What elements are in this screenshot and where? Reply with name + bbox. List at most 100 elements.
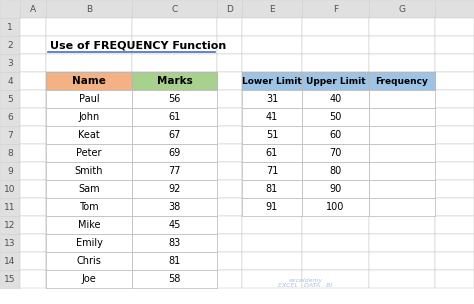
Bar (46, 216, 132, 234)
Bar (302, 144, 369, 162)
Bar (369, 180, 435, 198)
Text: 60: 60 (329, 130, 342, 140)
Bar (302, 198, 369, 216)
Bar (0, 0, 20, 18)
Bar (435, 54, 474, 72)
Text: 83: 83 (168, 238, 181, 248)
Bar (0, 144, 20, 162)
Bar (132, 90, 217, 108)
Bar (46, 198, 132, 216)
Bar (132, 198, 217, 216)
Bar (242, 180, 302, 198)
Bar (0, 180, 20, 198)
Text: 61: 61 (168, 112, 181, 122)
Bar (217, 144, 242, 162)
Bar (242, 0, 302, 18)
Text: exceldemy
EXCEL · DATA · BI: exceldemy EXCEL · DATA · BI (278, 278, 333, 288)
Bar (0, 36, 20, 54)
Text: 10: 10 (4, 185, 16, 194)
Bar (217, 198, 242, 216)
Bar (302, 0, 369, 18)
Bar (369, 108, 435, 126)
Bar (20, 144, 46, 162)
Bar (132, 36, 217, 54)
Bar (302, 126, 369, 144)
Bar (20, 216, 46, 234)
Bar (132, 126, 217, 144)
Bar (132, 270, 217, 288)
Bar (46, 216, 132, 234)
Bar (242, 54, 302, 72)
Bar (302, 54, 369, 72)
Bar (46, 252, 132, 270)
Bar (302, 162, 369, 180)
Text: 45: 45 (168, 220, 181, 230)
Bar (302, 216, 369, 234)
Bar (217, 108, 242, 126)
Bar (435, 36, 474, 54)
Bar (369, 162, 435, 180)
Bar (217, 90, 242, 108)
Bar (242, 72, 302, 90)
Bar (302, 162, 369, 180)
Bar (369, 36, 435, 54)
Text: 50: 50 (329, 112, 342, 122)
Text: 69: 69 (168, 148, 181, 158)
Bar (46, 126, 132, 144)
Bar (132, 216, 217, 234)
Text: 3: 3 (7, 58, 13, 67)
Bar (369, 18, 435, 36)
Bar (242, 180, 302, 198)
Bar (242, 72, 302, 90)
Bar (369, 144, 435, 162)
Bar (46, 180, 132, 198)
Bar (132, 234, 217, 252)
Text: Mike: Mike (78, 220, 100, 230)
Bar (132, 72, 217, 90)
Text: Tom: Tom (79, 202, 99, 212)
Bar (302, 270, 369, 288)
Bar (435, 252, 474, 270)
Bar (0, 108, 20, 126)
Bar (132, 144, 217, 162)
Text: 100: 100 (326, 202, 345, 212)
Bar (302, 144, 369, 162)
Bar (46, 72, 132, 90)
Bar (46, 270, 132, 288)
Bar (20, 162, 46, 180)
Bar (369, 252, 435, 270)
Text: 91: 91 (266, 202, 278, 212)
Text: 81: 81 (168, 256, 181, 266)
Bar (46, 108, 132, 126)
Bar (242, 126, 302, 144)
Bar (132, 108, 217, 126)
Bar (20, 198, 46, 216)
Text: 38: 38 (168, 202, 181, 212)
Bar (369, 72, 435, 90)
Bar (302, 90, 369, 108)
Bar (435, 180, 474, 198)
Text: 58: 58 (168, 274, 181, 284)
Bar (242, 270, 302, 288)
Bar (0, 252, 20, 270)
Bar (46, 162, 132, 180)
Bar (242, 162, 302, 180)
Bar (20, 252, 46, 270)
Bar (132, 144, 217, 162)
Bar (132, 108, 217, 126)
Text: 77: 77 (168, 166, 181, 176)
Bar (369, 72, 435, 90)
Text: 41: 41 (266, 112, 278, 122)
Bar (20, 54, 46, 72)
Bar (369, 216, 435, 234)
Bar (435, 198, 474, 216)
Bar (302, 126, 369, 144)
Bar (369, 90, 435, 108)
Bar (302, 108, 369, 126)
Bar (46, 234, 132, 252)
Bar (435, 126, 474, 144)
Text: Marks: Marks (156, 76, 192, 86)
Text: B: B (86, 5, 92, 13)
Text: 67: 67 (168, 130, 181, 140)
Bar (242, 162, 302, 180)
